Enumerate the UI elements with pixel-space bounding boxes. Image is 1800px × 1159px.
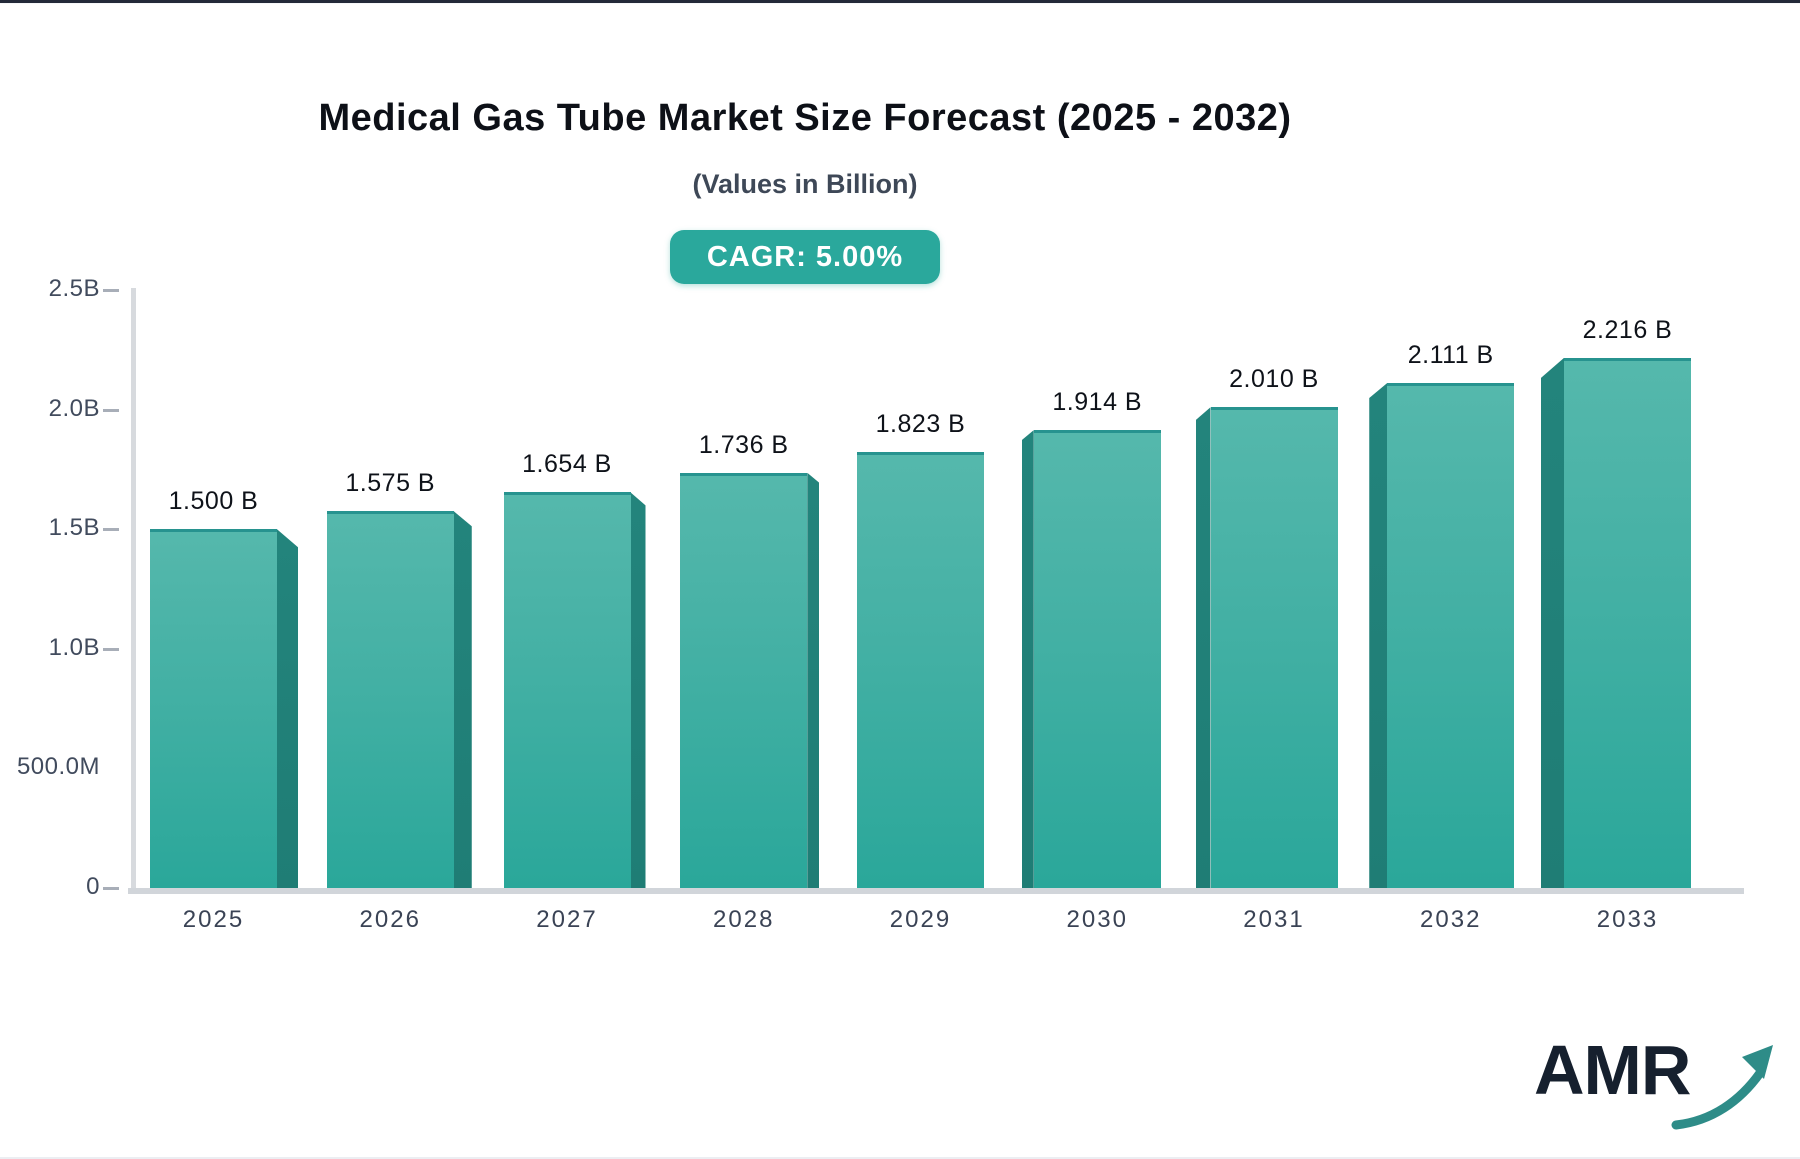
y-axis-tick-label: 2.5B [48, 275, 100, 302]
bar-2025 [150, 529, 277, 888]
y-axis-tick-mark [103, 289, 119, 292]
bar-2033 [1564, 357, 1691, 888]
bar-side-face [277, 529, 298, 888]
x-axis-label: 2031 [1243, 906, 1305, 933]
x-axis-label: 2032 [1420, 906, 1482, 933]
chart-title: Medical Gas Tube Market Size Forecast (2… [318, 97, 1292, 139]
bar-side-face [1021, 430, 1034, 888]
bar-side-face [630, 492, 646, 888]
bar-2028 [680, 472, 808, 888]
bar-side-face [1369, 383, 1388, 888]
y-axis-tick-mark [103, 408, 119, 412]
x-axis-label: 2027 [536, 906, 598, 933]
y-axis-tick-label: 1.0B [48, 633, 100, 661]
y-axis-tick-label: 1.5B [48, 514, 100, 542]
chart-subtitle: (Values in Billion) [692, 169, 918, 199]
bar-2032 [1387, 383, 1515, 888]
bar-value-label: 1.823 B [875, 409, 966, 438]
bar-value-label: 2.111 B [1407, 341, 1494, 370]
x-axis-label: 2025 [182, 906, 245, 933]
bar-value-label: 1.500 B [168, 487, 259, 516]
trend-up-arrow-icon [1671, 1045, 1773, 1130]
y-axis-tick-mark [103, 887, 119, 890]
bar-value-label: 1.654 B [522, 450, 612, 479]
bar-2026 [326, 511, 454, 888]
bar-value-label: 1.914 B [1052, 388, 1143, 417]
y-axis-tick-label: 500.0M [16, 753, 100, 781]
bar-side-face [1195, 407, 1211, 888]
bar-side-face [453, 511, 472, 888]
bar-value-label: 2.216 B [1582, 315, 1673, 344]
bar-2030 [1033, 430, 1161, 888]
bar-side-face [807, 472, 820, 888]
y-axis-tick-mark [103, 647, 119, 651]
x-axis-line [128, 888, 1744, 894]
amr-logo: AMR [1534, 1035, 1774, 1135]
y-axis-line [131, 288, 136, 892]
cagr-badge-row: CAGR: 5.00% [0, 230, 1610, 284]
bar-value-label: 2.010 B [1229, 365, 1319, 394]
bar-side-face [1541, 357, 1564, 888]
bar-value-label: 1.575 B [345, 469, 436, 498]
bar-2027 [503, 492, 631, 888]
bar-2029 [857, 451, 984, 888]
amr-logo-text: AMR [1534, 1031, 1691, 1109]
y-axis-tick-label: 2.0B [48, 394, 100, 422]
x-axis-label: 2029 [889, 906, 952, 933]
y-axis-tick-label: 0 [86, 873, 100, 900]
bar-2031 [1210, 407, 1338, 888]
y-axis-tick-mark [103, 528, 119, 532]
cagr-badge: CAGR: 5.00% [669, 230, 941, 284]
x-axis-label: 2028 [713, 906, 775, 933]
x-axis-label: 2033 [1596, 906, 1659, 933]
x-axis-label: 2026 [359, 906, 421, 933]
bar-value-label: 1.736 B [698, 430, 789, 459]
x-axis-label: 2030 [1066, 906, 1128, 933]
